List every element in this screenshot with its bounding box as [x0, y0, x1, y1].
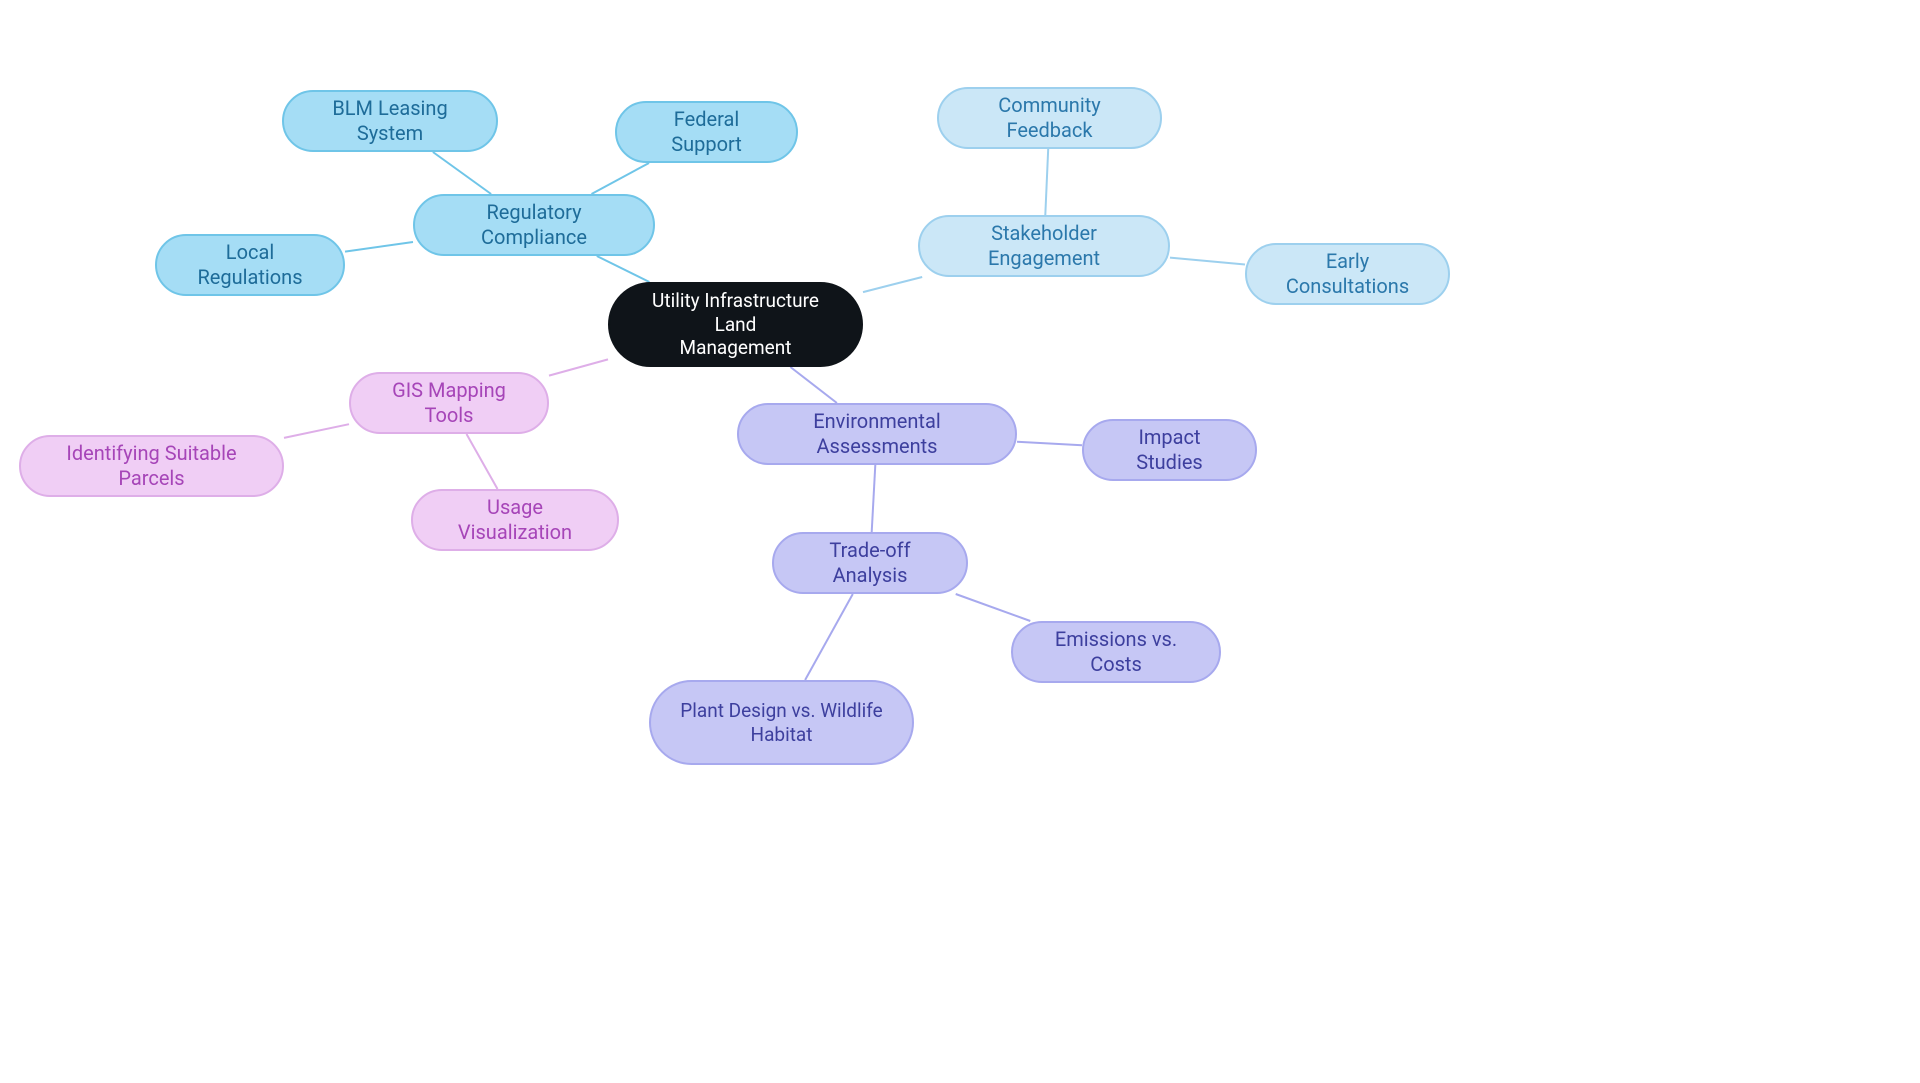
plant-design-node-label: Plant Design vs. WildlifeHabitat: [680, 699, 882, 747]
mindmap-canvas: Utility Infrastructure LandManagementReg…: [0, 0, 1920, 1083]
emissions-costs-node[interactable]: Emissions vs. Costs: [1011, 621, 1221, 683]
gis-mapping-node-label: GIS Mapping Tools: [375, 378, 523, 428]
early-consultations-node[interactable]: Early Consultations: [1245, 243, 1450, 305]
identifying-parcels-node-label: Identifying Suitable Parcels: [45, 441, 258, 491]
federal-support-node-label: Federal Support: [641, 107, 772, 157]
blm-leasing-node-label: BLM Leasing System: [308, 96, 472, 146]
blm-leasing-node[interactable]: BLM Leasing System: [282, 90, 498, 152]
edge-stake-comm: [1045, 149, 1048, 215]
stakeholder-engagement-node[interactable]: Stakeholder Engagement: [918, 215, 1170, 277]
edge-reg-blm: [433, 152, 491, 194]
federal-support-node[interactable]: Federal Support: [615, 101, 798, 163]
tradeoff-analysis-node[interactable]: Trade-off Analysis: [772, 532, 968, 594]
edge-gis-viz: [467, 434, 498, 489]
edge-root-env: [790, 367, 837, 403]
environmental-assessments-node-label: Environmental Assessments: [763, 409, 991, 459]
regulatory-compliance-node-label: Regulatory Compliance: [439, 200, 629, 250]
edge-trade-emis: [956, 594, 1031, 621]
regulatory-compliance-node[interactable]: Regulatory Compliance: [413, 194, 655, 256]
tradeoff-analysis-node-label: Trade-off Analysis: [798, 538, 942, 588]
early-consultations-node-label: Early Consultations: [1271, 249, 1424, 299]
stakeholder-engagement-node-label: Stakeholder Engagement: [944, 221, 1144, 271]
impact-studies-node[interactable]: Impact Studies: [1082, 419, 1257, 481]
local-regulations-node[interactable]: Local Regulations: [155, 234, 345, 296]
local-regulations-node-label: Local Regulations: [181, 240, 319, 290]
root-node[interactable]: Utility Infrastructure LandManagement: [608, 282, 863, 367]
usage-visualization-node-label: Usage Visualization: [437, 495, 593, 545]
usage-visualization-node[interactable]: Usage Visualization: [411, 489, 619, 551]
edge-reg-loc: [345, 242, 413, 252]
edge-env-trade: [872, 465, 876, 532]
root-node-label: Utility Infrastructure LandManagement: [634, 289, 837, 360]
edge-stake-early: [1170, 258, 1245, 265]
environmental-assessments-node[interactable]: Environmental Assessments: [737, 403, 1017, 465]
edge-gis-parc: [284, 424, 349, 438]
emissions-costs-node-label: Emissions vs. Costs: [1037, 627, 1195, 677]
identifying-parcels-node[interactable]: Identifying Suitable Parcels: [19, 435, 284, 497]
plant-design-node[interactable]: Plant Design vs. WildlifeHabitat: [649, 680, 914, 765]
edge-root-stake: [863, 277, 922, 292]
community-feedback-node[interactable]: Community Feedback: [937, 87, 1162, 149]
gis-mapping-node[interactable]: GIS Mapping Tools: [349, 372, 549, 434]
edge-reg-fed: [592, 163, 650, 194]
edge-root-gis: [549, 359, 608, 375]
edge-trade-plant: [805, 594, 853, 680]
impact-studies-node-label: Impact Studies: [1108, 425, 1231, 475]
edge-env-imp: [1017, 442, 1082, 446]
edge-root-reg: [597, 256, 650, 282]
community-feedback-node-label: Community Feedback: [963, 93, 1136, 143]
